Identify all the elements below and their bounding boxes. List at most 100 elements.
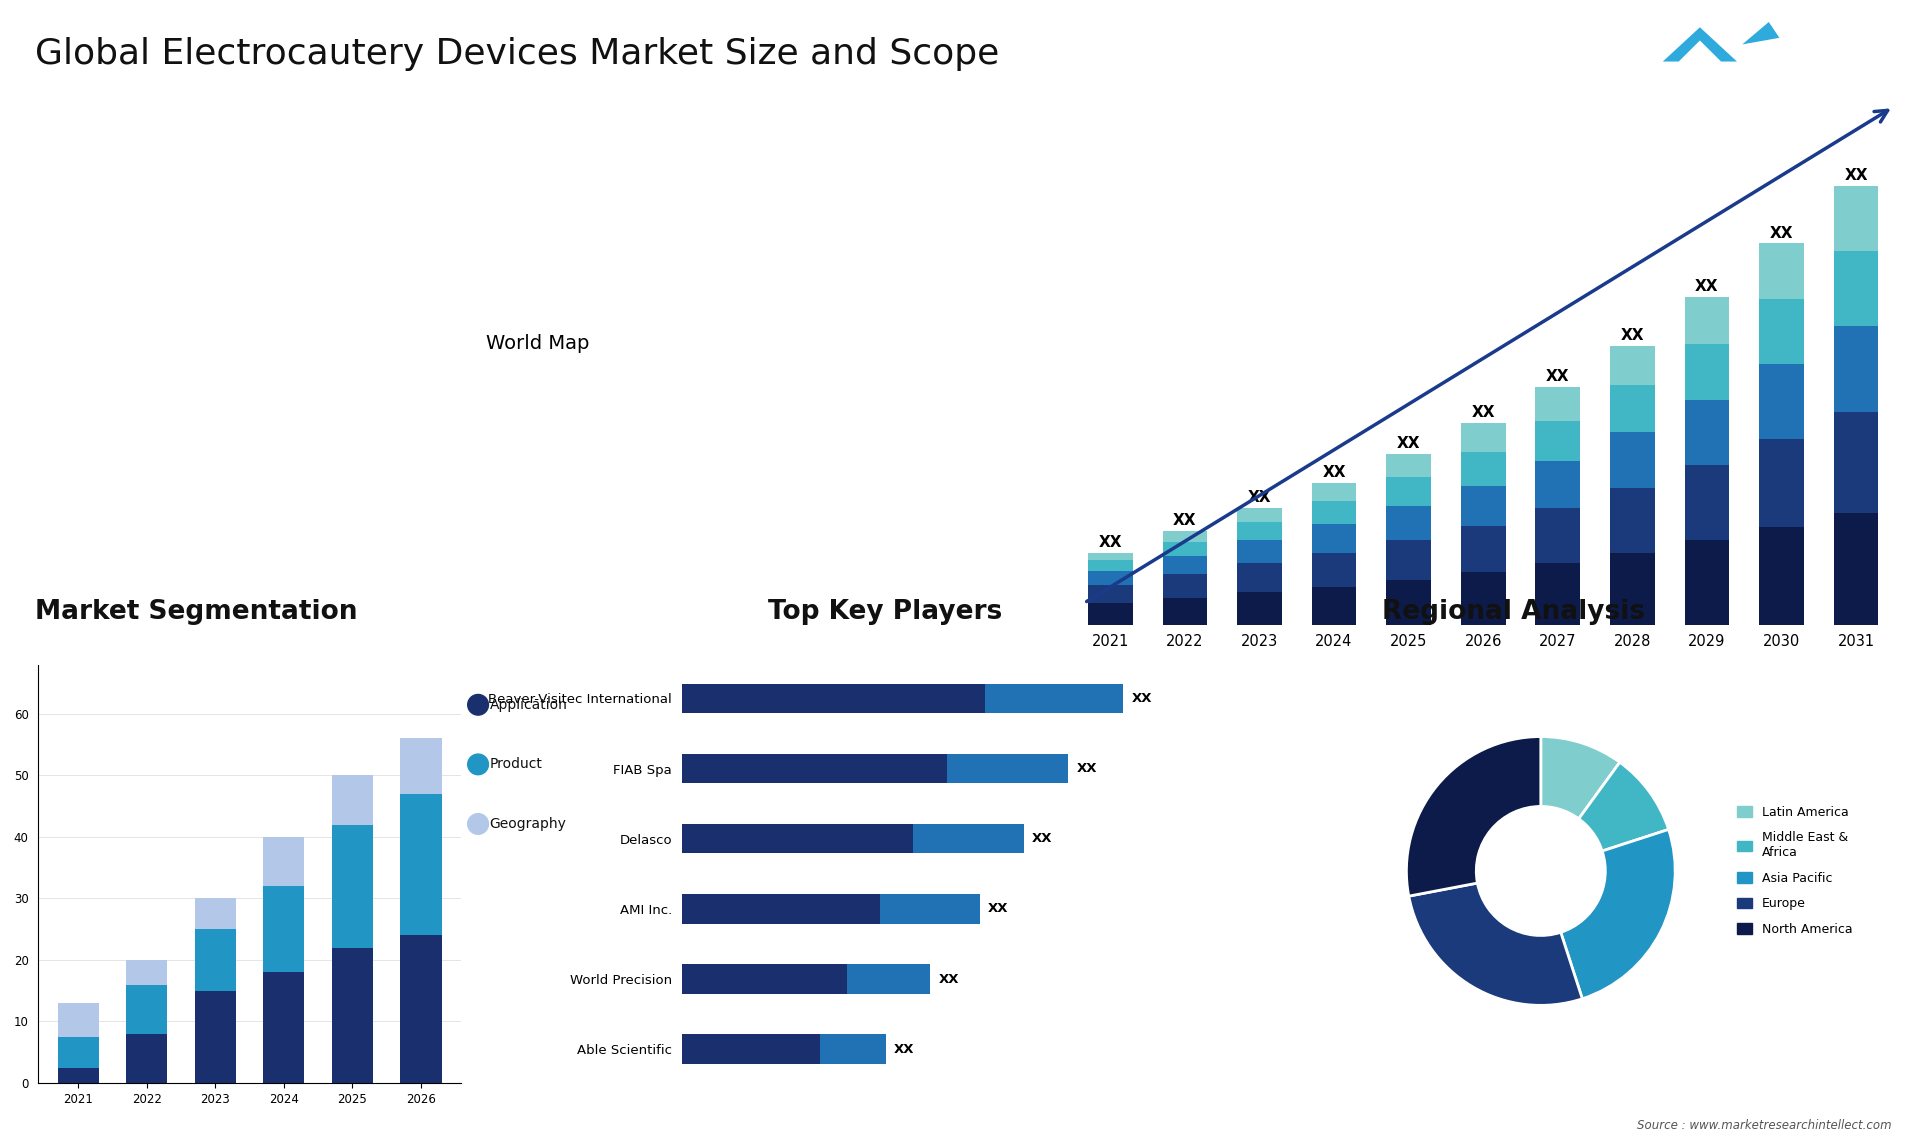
Bar: [1461, 486, 1505, 526]
Text: XX: XX: [1695, 280, 1718, 295]
Legend: Latin America, Middle East &
Africa, Asia Pacific, Europe, North America: Latin America, Middle East & Africa, Asi…: [1732, 801, 1857, 941]
Wedge shape: [1407, 737, 1542, 896]
Text: Source : www.marketresearchintellect.com: Source : www.marketresearchintellect.com: [1636, 1120, 1891, 1132]
Bar: [1386, 505, 1430, 540]
Bar: [1684, 297, 1730, 344]
Bar: [1759, 364, 1805, 439]
Bar: [1759, 243, 1805, 299]
Text: Regional Analysis: Regional Analysis: [1382, 598, 1645, 625]
Bar: [1236, 564, 1283, 592]
Bar: [332, 825, 372, 948]
Text: XX: XX: [1077, 762, 1096, 775]
Bar: [947, 754, 1068, 784]
Bar: [1611, 346, 1655, 385]
Bar: [1386, 540, 1430, 580]
Bar: [1311, 482, 1356, 501]
Text: XX: XX: [1248, 489, 1271, 505]
Bar: [1834, 413, 1878, 513]
Polygon shape: [1741, 22, 1780, 45]
Text: XX: XX: [1398, 435, 1421, 450]
Bar: [1089, 552, 1133, 560]
Bar: [1611, 552, 1655, 625]
Bar: [401, 935, 442, 1083]
Bar: [1236, 523, 1283, 540]
Text: Global Electrocautery Devices Market Size and Scope: Global Electrocautery Devices Market Siz…: [35, 37, 998, 71]
Text: Top Key Players: Top Key Players: [768, 598, 1002, 625]
Bar: [263, 886, 305, 972]
Bar: [1834, 251, 1878, 327]
Polygon shape: [1663, 28, 1738, 62]
Bar: [1759, 439, 1805, 527]
Bar: [1536, 508, 1580, 564]
Bar: [401, 738, 442, 794]
Bar: [1684, 344, 1730, 400]
Bar: [127, 1034, 167, 1083]
Bar: [58, 1037, 98, 1068]
Circle shape: [468, 814, 488, 834]
Bar: [401, 794, 442, 935]
Bar: [1386, 477, 1430, 505]
Text: XX: XX: [1173, 513, 1196, 528]
Bar: [1461, 423, 1505, 452]
Text: World Map: World Map: [486, 335, 589, 353]
Bar: [914, 824, 1023, 854]
Bar: [127, 984, 167, 1034]
Text: MARKET
RESEARCH
INTELLECT: MARKET RESEARCH INTELLECT: [1780, 54, 1834, 88]
Bar: [194, 929, 236, 990]
Bar: [1834, 327, 1878, 413]
Text: XX: XX: [939, 973, 958, 986]
Text: XX: XX: [1323, 464, 1346, 480]
Text: XX: XX: [1098, 535, 1121, 550]
Bar: [1236, 592, 1283, 625]
Bar: [194, 990, 236, 1083]
Wedge shape: [1540, 737, 1620, 818]
Text: Geography: Geography: [490, 817, 566, 831]
Bar: [985, 684, 1123, 713]
Bar: [879, 894, 979, 924]
Text: XX: XX: [989, 902, 1008, 916]
Bar: [1162, 531, 1208, 542]
Bar: [1536, 387, 1580, 422]
Bar: [1759, 299, 1805, 364]
Bar: [1684, 464, 1730, 540]
Bar: [1311, 587, 1356, 625]
Text: XX: XX: [1131, 692, 1152, 705]
Text: XX: XX: [1770, 226, 1793, 241]
Text: XX: XX: [1546, 369, 1569, 384]
Circle shape: [468, 754, 488, 775]
Bar: [1162, 556, 1208, 574]
Bar: [682, 824, 914, 854]
Bar: [1759, 527, 1805, 625]
Text: Application: Application: [490, 698, 568, 712]
Bar: [194, 898, 236, 929]
Bar: [263, 972, 305, 1083]
Bar: [58, 1068, 98, 1083]
Bar: [1536, 564, 1580, 625]
Bar: [1162, 574, 1208, 597]
Bar: [1684, 400, 1730, 464]
Bar: [1236, 540, 1283, 564]
Text: XX: XX: [895, 1043, 914, 1055]
Bar: [58, 1003, 98, 1037]
Text: Market Segmentation: Market Segmentation: [35, 598, 357, 625]
Wedge shape: [1561, 830, 1674, 999]
Bar: [682, 964, 847, 994]
Bar: [127, 960, 167, 984]
Bar: [1089, 603, 1133, 625]
Bar: [1089, 571, 1133, 584]
Wedge shape: [1409, 884, 1582, 1005]
Bar: [1461, 526, 1505, 573]
Bar: [1536, 422, 1580, 461]
Bar: [847, 964, 929, 994]
Bar: [1089, 584, 1133, 603]
Bar: [1386, 580, 1430, 625]
Bar: [1834, 186, 1878, 251]
Bar: [1461, 452, 1505, 486]
Text: Product: Product: [490, 758, 543, 771]
Bar: [1536, 461, 1580, 508]
Bar: [1611, 488, 1655, 552]
Bar: [1162, 597, 1208, 625]
Text: XX: XX: [1845, 168, 1868, 183]
Bar: [332, 776, 372, 825]
Bar: [1236, 508, 1283, 523]
